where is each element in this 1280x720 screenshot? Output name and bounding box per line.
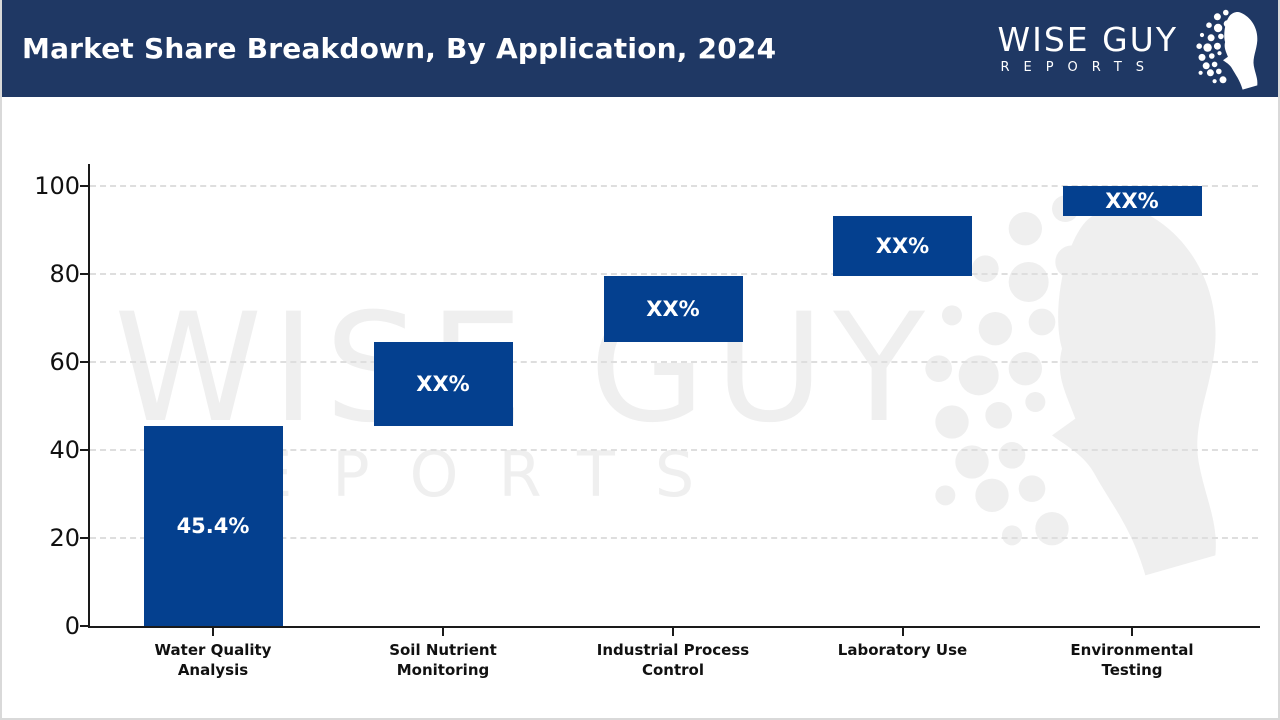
bar-value-label: XX%	[416, 372, 470, 397]
xtick-label-line: Control	[641, 661, 704, 679]
bar-value-label: 45.4%	[176, 514, 250, 539]
logo-wordmark-line1: WISE GUY	[997, 19, 1178, 59]
xtick-label-line: Analysis	[177, 661, 249, 679]
xtick-label-line: Testing	[1101, 661, 1163, 679]
ytick-mark-80	[80, 273, 88, 275]
ytick-mark-100	[80, 185, 88, 187]
watermark-face-icon	[925, 195, 1216, 576]
xtick-mark-5	[1131, 628, 1133, 636]
ytick-mark-40	[80, 449, 88, 451]
page-title: Market Share Breakdown, By Application, …	[22, 32, 777, 65]
bar-segment-1: 45.4%	[143, 426, 283, 626]
logo-wordmark-line2: REPORTS	[1000, 59, 1159, 75]
ytick-label-100: 100	[34, 172, 80, 200]
bar-value-label: XX%	[875, 234, 930, 259]
gridline-y40	[90, 449, 1258, 451]
xtick-label-2: Soil Nutrient Monitoring	[328, 640, 558, 680]
xtick-label-line: Water Quality	[154, 641, 272, 659]
ytick-label-60: 60	[49, 348, 80, 376]
xtick-label-3: Industrial Process Control	[558, 640, 788, 680]
bar-segment-5: XX%	[1062, 186, 1202, 217]
wiseguy-logo: WISE GUY REPORTS	[997, 7, 1266, 91]
gridline-y60	[90, 361, 1258, 363]
header: Market Share Breakdown, By Application, …	[2, 0, 1278, 97]
xtick-mark-2	[442, 628, 444, 636]
x-axis-spine	[88, 626, 1260, 628]
ytick-label-40: 40	[49, 436, 80, 464]
gridline-y100	[90, 185, 1258, 187]
ytick-mark-20	[80, 537, 88, 539]
gridline-y80	[90, 273, 1258, 275]
ytick-label-80: 80	[49, 260, 80, 288]
xtick-label-line: Environmental	[1070, 641, 1194, 659]
xtick-label-1: Water Quality Analysis	[98, 640, 328, 680]
xtick-label-line: Industrial Process	[596, 641, 750, 659]
logo-wordmark: WISE GUY REPORTS	[997, 19, 1178, 75]
xtick-label-4: Laboratory Use	[788, 640, 1018, 660]
ytick-label-20: 20	[49, 524, 80, 552]
ytick-label-0: 0	[64, 612, 80, 640]
xtick-mark-4	[901, 628, 904, 636]
logo-face-icon	[1196, 9, 1258, 90]
xtick-label-5: Environmental Testing	[1017, 640, 1247, 680]
bar-segment-3: XX%	[603, 275, 743, 343]
bar-segment-4: XX%	[833, 216, 972, 276]
y-axis-spine	[88, 164, 90, 628]
xtick-label-line: Laboratory Use	[837, 641, 968, 659]
bar-value-label: XX%	[646, 296, 700, 321]
xtick-label-line: Monitoring	[396, 661, 490, 679]
ytick-mark-60	[80, 361, 88, 363]
bar-segment-2: XX%	[373, 342, 513, 427]
xtick-label-line: Soil Nutrient	[389, 641, 497, 659]
xtick-mark-3	[672, 628, 674, 636]
gridline-y20	[90, 537, 1258, 539]
ytick-mark-0	[80, 625, 88, 627]
bar-value-label: XX%	[1105, 189, 1159, 214]
xtick-mark-1	[212, 628, 214, 636]
